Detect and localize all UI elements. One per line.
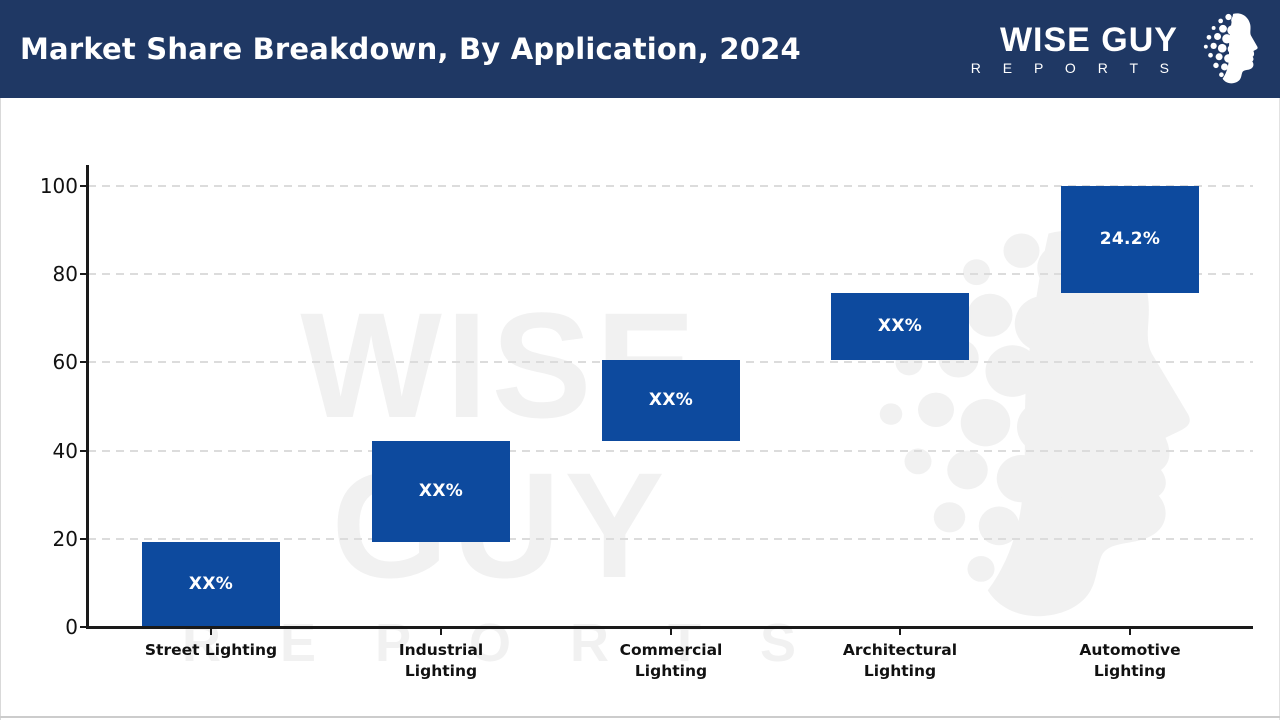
y-tick-label: 0	[65, 615, 78, 639]
y-tick-label: 100	[39, 174, 78, 198]
bar-value-label: XX%	[877, 316, 923, 337]
y-tick-label: 20	[52, 526, 78, 551]
watermark-subtitle: R E P O R T S	[181, 613, 819, 673]
bar-segment: 24.2%	[1061, 186, 1199, 293]
x-axis-spine	[86, 626, 1253, 629]
bar-segment: XX%	[831, 292, 969, 360]
x-tick-label: Commercial Lighting	[619, 641, 723, 680]
gridline	[88, 185, 1253, 187]
bar-segment: XX%	[602, 359, 740, 441]
gridline	[88, 537, 1253, 540]
bar-value-label: XX%	[188, 574, 234, 595]
x-tick-label: Architectural Lighting	[842, 641, 958, 680]
brand-text: WISE GUY R E P O R T S	[971, 22, 1178, 76]
y-tick-label: 80	[52, 262, 78, 287]
page-title: Market Share Breakdown, By Application, …	[20, 32, 801, 66]
x-tick-label: Automotive Lighting	[1079, 641, 1181, 680]
bar-segment: XX%	[142, 541, 280, 627]
header: Market Share Breakdown, By Application, …	[0, 0, 1280, 98]
brand-face-icon	[1203, 13, 1258, 84]
y-tick-mark	[80, 449, 86, 452]
x-tick-mark	[899, 629, 901, 635]
bar-segment: XX%	[372, 440, 510, 542]
gridline	[88, 449, 1253, 452]
gridline	[88, 273, 1253, 276]
brand-subtitle: R E P O R T S	[970, 60, 1178, 76]
brand-logo: WISE GUY R E P O R T S	[971, 8, 1262, 90]
bar-value-label: 24.2%	[1099, 229, 1161, 250]
y-tick-mark	[80, 537, 86, 540]
x-tick-mark	[1129, 629, 1131, 635]
y-axis-spine	[86, 165, 89, 629]
x-tick-mark	[440, 629, 442, 635]
y-tick-mark	[80, 185, 86, 187]
x-tick-label: Street Lighting	[144, 641, 278, 659]
y-tick-label: 60	[52, 350, 78, 375]
y-tick-label: 40	[52, 438, 78, 463]
x-tick-mark	[210, 629, 212, 635]
y-tick-mark	[80, 273, 86, 276]
brand-name: WISE GUY	[999, 21, 1178, 59]
x-tick-mark	[670, 629, 672, 635]
bar-value-label: XX%	[418, 481, 464, 502]
x-tick-label: Industrial Lighting	[398, 641, 484, 680]
y-tick-mark	[80, 626, 86, 628]
bottom-rule	[0, 716, 1280, 718]
y-tick-mark	[80, 361, 86, 364]
bar-value-label: XX%	[648, 390, 694, 411]
